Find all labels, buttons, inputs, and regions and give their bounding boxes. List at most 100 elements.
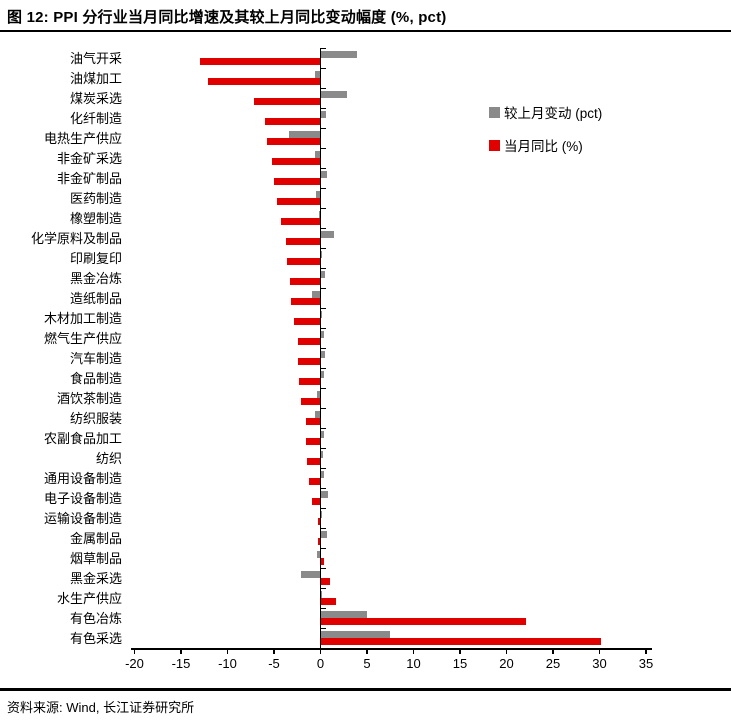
category-label: 电子设备制造	[43, 490, 122, 506]
zero-axis-tick	[320, 388, 326, 389]
zero-axis-tick	[320, 268, 326, 269]
mom-change-bar	[320, 590, 323, 598]
yoy-bar	[320, 577, 330, 585]
zero-axis-tick	[320, 288, 326, 289]
mom-change-bar	[320, 170, 327, 178]
mom-change-bar	[316, 390, 321, 398]
zero-axis-tick	[320, 368, 326, 369]
footer-divider	[0, 688, 731, 691]
mom-change-bar	[320, 450, 324, 458]
yoy-bar	[320, 617, 527, 625]
yoy-bar	[298, 357, 321, 365]
x-tick-label: 20	[499, 656, 514, 671]
yoy-bar	[320, 637, 602, 645]
category-label: 酒饮茶制造	[56, 390, 122, 406]
yoy-bar	[307, 457, 321, 465]
category-label: 黑金冶炼	[69, 270, 122, 286]
mom-change-bar	[320, 310, 323, 318]
category-label: 水生产供应	[56, 590, 122, 606]
x-axis-tick	[319, 649, 322, 654]
x-axis-tick	[412, 649, 415, 654]
zero-axis-tick	[320, 128, 326, 129]
legend-swatch-gray-icon	[489, 106, 500, 118]
category-label: 非金矿制品	[56, 170, 122, 186]
yoy-bar	[312, 497, 321, 505]
zero-axis-tick	[320, 148, 326, 149]
yoy-bar	[267, 137, 321, 145]
category-label: 木材加工制造	[43, 310, 122, 326]
yoy-bar	[320, 557, 325, 565]
category-label: 造纸制品	[69, 290, 122, 306]
x-tick-label: 35	[638, 656, 654, 671]
yoy-bar	[299, 377, 321, 385]
category-label: 化纤制造	[69, 110, 122, 126]
mom-change-bar	[320, 230, 335, 238]
mom-change-bar	[320, 370, 325, 378]
yoy-bar	[272, 157, 321, 165]
yoy-bar	[264, 117, 321, 125]
category-label: 医药制造	[69, 190, 122, 206]
category-label: 印刷复印	[69, 250, 122, 266]
zero-axis-tick	[320, 348, 326, 349]
yoy-bar	[317, 517, 321, 525]
category-label: 运输设备制造	[43, 510, 122, 526]
category-label: 燃气生产供应	[43, 330, 122, 346]
mom-change-bar	[312, 290, 321, 298]
mom-change-bar	[320, 530, 327, 538]
x-axis-tick	[459, 649, 461, 654]
mom-change-bar	[314, 150, 321, 158]
zero-axis-tick	[320, 608, 326, 609]
zero-axis-tick	[320, 168, 326, 169]
yoy-bar	[207, 77, 321, 85]
yoy-bar	[305, 437, 321, 445]
yoy-bar	[287, 257, 321, 265]
mom-change-bar	[316, 550, 321, 558]
mom-change-bar	[320, 270, 326, 278]
x-tick-label: 5	[363, 656, 371, 671]
legend-label-yoy: 当月同比 (%)	[504, 139, 583, 154]
category-label: 油气开采	[69, 50, 122, 66]
x-tick-label: -5	[268, 656, 280, 671]
x-axis-tick	[598, 649, 601, 654]
zero-axis-tick	[320, 548, 326, 549]
category-label: 通用设备制造	[43, 470, 122, 486]
x-tick-label: 0	[316, 656, 325, 671]
category-label: 有色冶炼	[69, 610, 122, 626]
zero-axis-tick	[320, 448, 326, 449]
zero-axis-line	[319, 48, 322, 648]
yoy-bar	[305, 417, 321, 425]
x-axis-line	[130, 648, 652, 650]
zero-axis-tick	[320, 108, 326, 109]
legend-label-mom-change: 较上月变动 (pct)	[504, 106, 603, 121]
category-label: 化学原料及制品	[30, 230, 122, 246]
zero-axis-tick	[320, 68, 326, 69]
mom-change-bar	[314, 410, 321, 418]
mom-change-bar	[320, 50, 357, 58]
category-label: 油煤加工	[69, 70, 122, 86]
x-tick-label: -10	[218, 656, 237, 671]
zero-axis-tick	[320, 488, 326, 489]
zero-axis-tick	[320, 528, 326, 529]
category-label: 汽车制造	[69, 350, 122, 366]
x-axis-tick	[180, 649, 182, 654]
x-axis-tick	[366, 649, 368, 654]
category-label: 烟草制品	[69, 550, 122, 566]
mom-change-bar	[320, 490, 328, 498]
zero-axis-tick	[320, 508, 326, 509]
source-note: 资料来源: Wind, 长江证券研究所	[7, 700, 195, 715]
yoy-bar	[309, 477, 321, 485]
mom-change-bar	[320, 330, 325, 338]
mom-change-bar	[314, 70, 321, 78]
mom-change-bar	[318, 210, 321, 218]
title-underline	[0, 30, 731, 32]
x-tick-label: -20	[125, 656, 144, 671]
category-label: 有色采选	[69, 630, 122, 646]
category-label: 农副食品加工	[43, 430, 122, 446]
yoy-bar	[274, 177, 321, 185]
x-axis-tick	[273, 649, 275, 654]
zero-axis-tick	[320, 628, 326, 629]
mom-change-bar	[320, 630, 391, 638]
mom-change-bar	[315, 190, 321, 198]
